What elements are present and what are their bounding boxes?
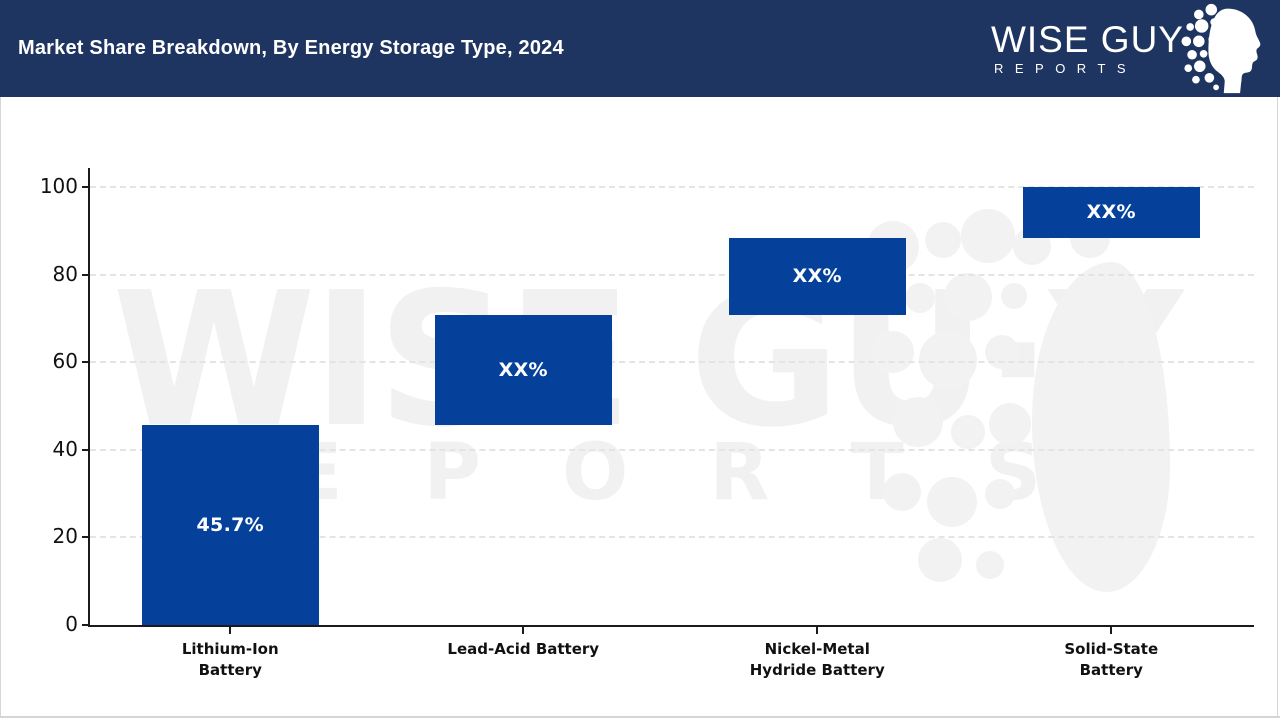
brand-name: WISE GUY	[990, 19, 1184, 60]
watermark-dot	[905, 283, 935, 313]
watermark-dot	[872, 331, 914, 373]
right-border	[1277, 97, 1278, 718]
y-tick	[82, 536, 89, 539]
watermark-dot	[989, 403, 1031, 445]
category-label: Solid-State Battery	[1064, 640, 1159, 679]
y-tick	[82, 186, 89, 188]
y-tick	[82, 448, 89, 451]
watermark-dot	[985, 335, 1019, 369]
category-label: Lithium-Ion Battery	[181, 640, 279, 679]
gridline	[90, 273, 1254, 276]
x-axis-line	[88, 625, 1254, 627]
category-label: Lead-Acid Battery	[447, 640, 600, 658]
x-tick	[816, 627, 819, 634]
y-tick-label: 0	[65, 612, 78, 636]
watermark-dot	[944, 273, 992, 321]
left-border	[0, 97, 1, 718]
bottom-border	[0, 716, 1280, 718]
y-tick	[82, 273, 89, 276]
bar-value-label: XX%	[498, 358, 548, 381]
chart-title: Market Share Breakdown, By Energy Storag…	[18, 37, 564, 59]
y-tick-label: 60	[52, 349, 78, 374]
y-tick-label: 100	[39, 174, 78, 198]
watermark-dot	[918, 538, 962, 582]
y-tick	[82, 624, 89, 626]
bar-value-label: 45.7%	[196, 513, 264, 536]
dotted-head-logo-icon	[1181, 3, 1261, 93]
y-tick	[82, 361, 89, 364]
bar-value-label: XX%	[1086, 201, 1136, 224]
bar-segment: 45.7%	[142, 424, 319, 625]
brand-subname: REPORTS	[993, 61, 1138, 76]
gridline	[90, 361, 1254, 364]
bar-value-label: XX%	[792, 265, 842, 288]
category-label: Nickel-Metal Hydride Battery	[749, 640, 885, 679]
gridline	[90, 536, 1254, 539]
y-tick-label: 80	[52, 261, 78, 286]
watermark-dot	[893, 397, 943, 447]
brand-logo-text: WISE GUY REPORTS	[991, 21, 1184, 76]
watermark-dot	[1001, 283, 1027, 309]
watermark-dot	[925, 222, 961, 258]
brand-logo: WISE GUY REPORTS	[991, 1, 1280, 97]
y-tick-label: 20	[52, 524, 78, 549]
watermark-dot	[951, 415, 985, 449]
watermark-dot	[976, 551, 1004, 579]
y-tick-label: 40	[52, 436, 78, 461]
watermark-dot	[961, 209, 1015, 263]
x-tick	[229, 627, 232, 634]
gridline	[90, 448, 1254, 451]
x-tick	[522, 627, 525, 634]
watermark-dot	[927, 477, 977, 527]
watermark-dot	[919, 331, 977, 389]
watermark-dot	[883, 473, 921, 511]
x-tick	[1110, 627, 1113, 634]
header-band: Market Share Breakdown, By Energy Storag…	[0, 0, 1280, 97]
bar-segment: XX%	[729, 237, 906, 315]
gridline	[90, 186, 1254, 188]
bar-segment: XX%	[435, 314, 612, 425]
watermark-head-shape	[1032, 262, 1170, 592]
bar-segment: XX%	[1023, 187, 1200, 238]
y-axis-line	[88, 168, 90, 627]
watermark-dot	[985, 479, 1015, 509]
